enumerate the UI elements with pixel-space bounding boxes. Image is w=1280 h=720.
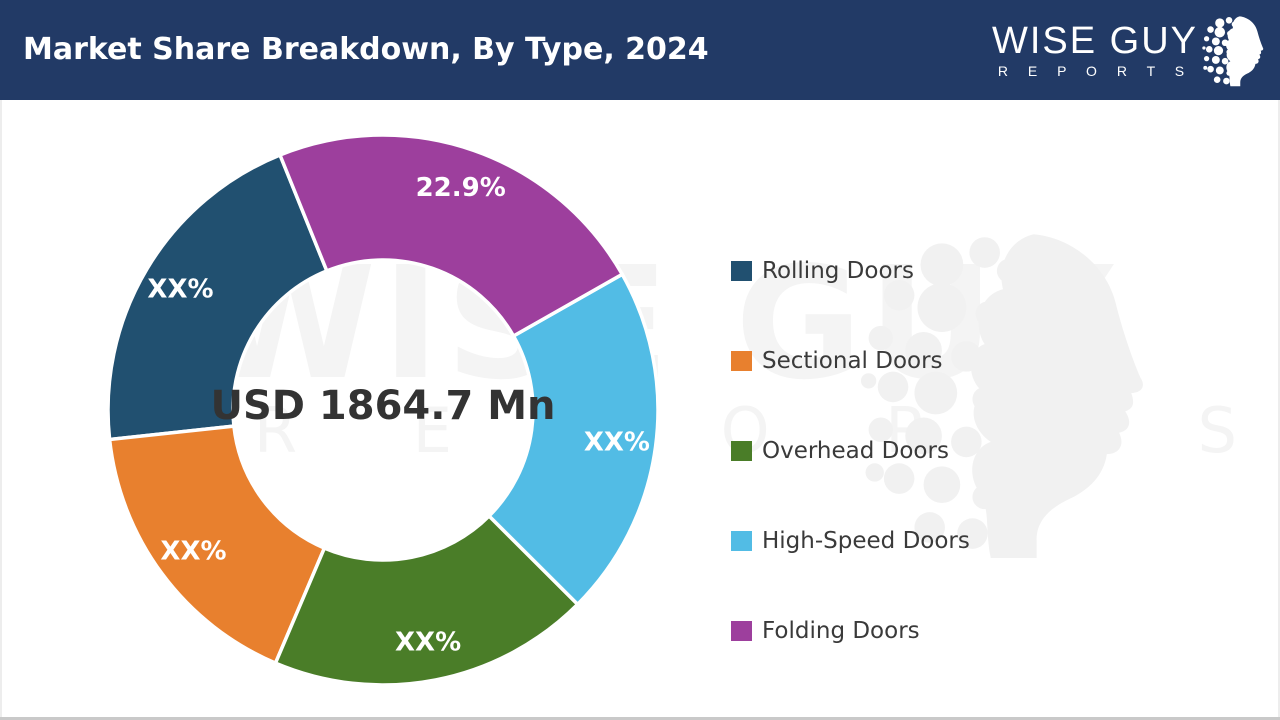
donut-slice-high-speed-doors	[486, 271, 660, 607]
slice-label-rolling-doors: XX%	[147, 275, 213, 305]
legend-label: Rolling Doors	[762, 258, 914, 284]
legend-item-overhead-doors: Overhead Doors	[731, 438, 970, 464]
donut-chart: XX% XX% XX% XX% 22.9%	[106, 133, 660, 687]
brand-logo-name: WISE GUY	[991, 20, 1198, 62]
legend-label: High-Speed Doors	[762, 528, 970, 554]
slice-label-sectional-doors: XX%	[160, 537, 226, 567]
brand-logo-text: WISE GUY R E P O R T S	[992, 21, 1198, 79]
donut-slice-folding-doors	[277, 133, 625, 339]
donut-slice-sectional-doors	[107, 424, 327, 666]
brand-logo-subtitle: R E P O R T S	[997, 63, 1193, 79]
brand-logo: WISE GUY R E P O R T S	[992, 10, 1266, 90]
donut-slice-overhead-doors	[273, 513, 581, 687]
legend-swatch	[731, 261, 752, 281]
brand-face-icon	[1202, 16, 1264, 87]
page-title: Market Share Breakdown, By Type, 2024	[23, 32, 709, 67]
legend-swatch	[731, 531, 752, 551]
legend-label: Sectional Doors	[762, 348, 943, 374]
legend-item-rolling-doors: Rolling Doors	[731, 258, 970, 284]
legend-swatch	[731, 441, 752, 461]
legend-label: Folding Doors	[762, 618, 920, 644]
legend-swatch	[731, 621, 752, 641]
legend: Rolling Doors Sectional Doors Overhead Doo…	[731, 258, 970, 644]
header-bar: Market Share Breakdown, By Type, 2024 WI…	[0, 0, 1280, 100]
slice-label-folding-doors: 22.9%	[416, 173, 506, 203]
legend-item-high-speed-doors: High-Speed Doors	[731, 528, 970, 554]
slice-label-high-speed-doors: XX%	[584, 428, 650, 458]
legend-swatch	[731, 351, 752, 371]
donut-slice-rolling-doors	[106, 152, 330, 442]
chart-area: WISE GUY R E P O R T S XX% XX% XX% XX% 22.9%…	[0, 100, 1280, 717]
legend-item-sectional-doors: Sectional Doors	[731, 348, 970, 374]
slice-label-overhead-doors: XX%	[395, 628, 461, 658]
donut-center-value: USD 1864.7 Mn	[210, 383, 556, 429]
legend-item-folding-doors: Folding Doors	[731, 618, 970, 644]
legend-label: Overhead Doors	[762, 438, 949, 464]
